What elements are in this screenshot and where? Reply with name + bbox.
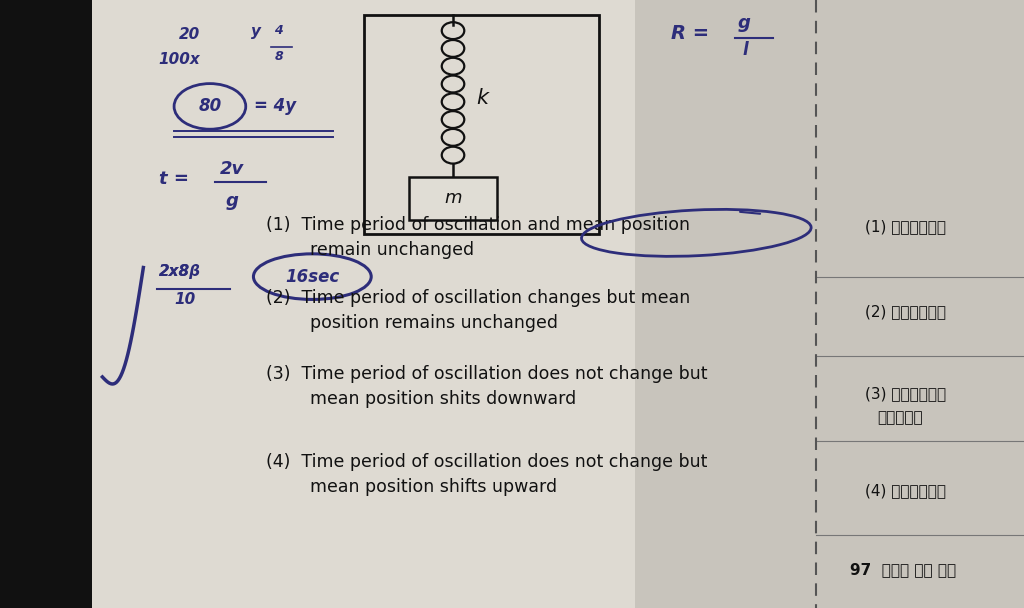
Text: = 4y: = 4y xyxy=(254,97,296,116)
Text: k: k xyxy=(476,88,488,108)
Text: (4)  Time period of oscillation does not change but
        mean position shifts: (4) Time period of oscillation does not … xyxy=(266,453,708,496)
Bar xyxy=(364,15,599,234)
Text: 8: 8 xyxy=(274,50,284,63)
Text: y: y xyxy=(251,24,261,40)
Text: जाएगा: जाएगा xyxy=(878,410,924,426)
Text: 100x: 100x xyxy=(159,52,201,67)
Bar xyxy=(635,0,1024,608)
Text: (2)  Time period of oscillation changes but mean
        position remains unchan: (2) Time period of oscillation changes b… xyxy=(266,289,690,332)
Text: 97  भतल से भत: 97 भतल से भत xyxy=(850,562,956,578)
Text: (1) आवर्तव: (1) आवर्तव xyxy=(865,219,946,234)
Text: 10: 10 xyxy=(174,292,196,307)
Text: 80: 80 xyxy=(199,97,221,116)
Text: m: m xyxy=(444,190,462,207)
Text: (3) आवर्तव: (3) आवर्तव xyxy=(865,386,946,401)
Text: R =: R = xyxy=(671,24,709,43)
Text: 16sec: 16sec xyxy=(286,268,339,286)
Text: (2) आवर्तव: (2) आवर्तव xyxy=(865,304,946,319)
Text: 20: 20 xyxy=(179,27,201,43)
Text: 2x8: 2x8 xyxy=(159,264,189,280)
Text: (4) आवर्तव: (4) आवर्तव xyxy=(865,483,946,499)
Text: (1)  Time period of oscillation and mean position
        remain unchanged: (1) Time period of oscillation and mean … xyxy=(266,216,690,259)
Text: 4: 4 xyxy=(274,24,284,37)
Text: l: l xyxy=(742,41,749,60)
Text: g: g xyxy=(737,14,751,32)
Bar xyxy=(410,177,497,219)
Text: g: g xyxy=(225,192,239,210)
Text: (3)  Time period of oscillation does not change but
        mean position shits : (3) Time period of oscillation does not … xyxy=(266,365,708,408)
Bar xyxy=(0,0,92,608)
Text: 2x8β: 2x8β xyxy=(159,264,201,280)
Text: t =: t = xyxy=(159,170,188,188)
Text: 2v: 2v xyxy=(220,160,245,178)
